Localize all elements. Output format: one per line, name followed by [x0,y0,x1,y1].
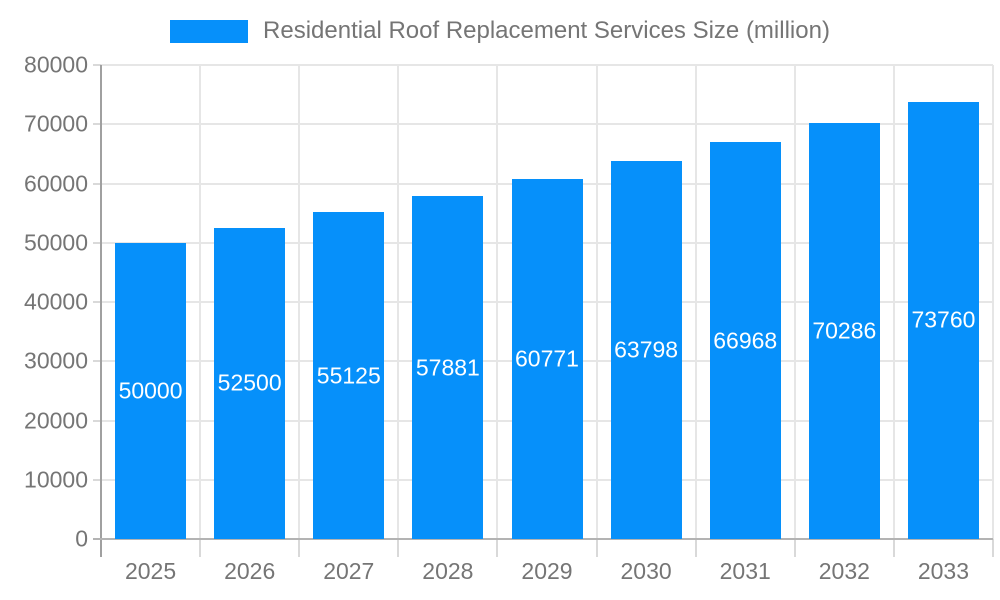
y-tick-label: 80000 [24,51,88,78]
gridline-vertical [694,65,697,539]
bar-value-label: 70286 [812,317,877,344]
gridline-vertical [397,65,400,539]
bar: 73760 [907,101,979,539]
y-axis-tick [93,241,101,244]
bar: 55125 [313,212,385,539]
legend-swatch [170,19,249,43]
x-axis-tick [496,539,499,557]
plot-area: 50000 52500 55125 57881 60771 63798 66968 70286… [24,52,994,584]
y-tick-label: 50000 [24,229,88,256]
x-axis-tick [992,539,994,557]
x-tick-label: 2030 [620,558,672,584]
y-tick-label: 10000 [24,466,88,493]
x-tick-label: 2026 [224,558,276,584]
y-tick-label: 70000 [24,110,88,137]
y-tick-label: 20000 [24,407,88,433]
x-tick-label: 2028 [422,558,474,584]
bar: 66968 [709,142,781,539]
gridline-vertical [595,65,598,539]
bar: 52500 [214,227,286,539]
x-axis-tick [397,539,400,557]
legend[interactable]: Residential Roof Replacement Services Si… [0,17,1000,45]
x-tick-label: 2027 [323,558,375,584]
y-axis-tick [93,301,101,303]
x-axis-line [93,538,993,540]
x-tick-label: 2033 [917,558,970,584]
gridline-vertical [793,65,796,539]
x-axis-tick [199,539,202,557]
x-tick-label: 2031 [719,558,771,584]
x-axis-tick [298,539,301,557]
y-tick-label: 40000 [24,288,88,315]
x-tick-label: 2029 [521,558,573,584]
y-tick-label: 0 [75,525,88,552]
x-axis-tick [694,539,697,557]
gridline-vertical [496,65,499,539]
y-tick-label: 30000 [24,347,88,374]
gridline-vertical [992,65,994,539]
gridline-vertical [298,65,301,539]
bar: 63798 [610,161,682,539]
bar-value-label: 60771 [515,345,579,372]
y-axis-tick [93,182,101,185]
x-axis-tick [793,539,796,557]
bar: 70286 [808,122,880,539]
x-axis-tick [595,539,598,557]
x-tick-label: 2025 [124,558,177,584]
y-tick-label: 60000 [24,170,88,196]
bar-value-label: 50000 [118,377,183,404]
y-axis-tick [93,64,101,66]
bar-value-label: 55125 [316,362,381,389]
bar-value-label: 52500 [217,369,282,396]
bar-value-label: 63798 [614,336,679,363]
y-axis-tick [93,123,101,126]
bar: 50000 [115,242,187,539]
bar: 60771 [511,178,583,539]
bar-value-label: 66968 [713,327,778,354]
bar-value-label: 57881 [415,354,480,381]
gridline-vertical [892,65,895,539]
legend-label: Residential Roof Replacement Services Si… [263,17,830,44]
x-tick-label: 2032 [818,558,870,584]
bar-value-label: 73760 [911,306,976,333]
y-axis-tick [93,360,101,363]
y-axis-tick [93,478,101,481]
gridline-horizontal [101,64,993,66]
bar: 57881 [412,196,484,539]
x-axis-tick [892,539,895,557]
gridline-vertical [199,65,202,539]
y-axis-line [100,65,102,557]
y-axis-tick [93,419,101,422]
gridline-horizontal [101,123,993,126]
